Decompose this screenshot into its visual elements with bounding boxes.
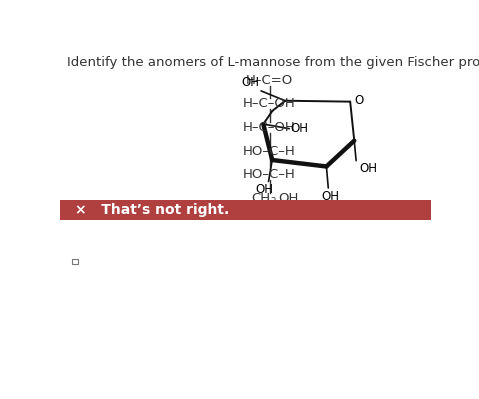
Text: OH: OH [278, 192, 299, 205]
Text: OH: OH [241, 76, 259, 89]
Text: OH: OH [321, 190, 339, 203]
Text: CH: CH [251, 192, 270, 205]
Text: Identify the anomers of L-mannose from the given Fischer projection.: Identify the anomers of L-mannose from t… [67, 55, 479, 69]
Text: OH: OH [360, 162, 378, 175]
Text: O: O [354, 94, 364, 107]
Text: H–C–OH: H–C–OH [243, 121, 296, 134]
Text: OH: OH [290, 122, 308, 135]
Text: OH: OH [256, 183, 274, 196]
Text: H–C=O: H–C=O [246, 74, 293, 87]
Text: ×   That’s not right.: × That’s not right. [75, 203, 229, 217]
Text: HO–C–H: HO–C–H [243, 168, 296, 181]
Text: HO–C–H: HO–C–H [243, 144, 296, 158]
Bar [72, 259, 78, 264]
Text: 2: 2 [271, 197, 276, 206]
Bar [60, 200, 431, 220]
Text: H–C–OH: H–C–OH [243, 97, 296, 110]
